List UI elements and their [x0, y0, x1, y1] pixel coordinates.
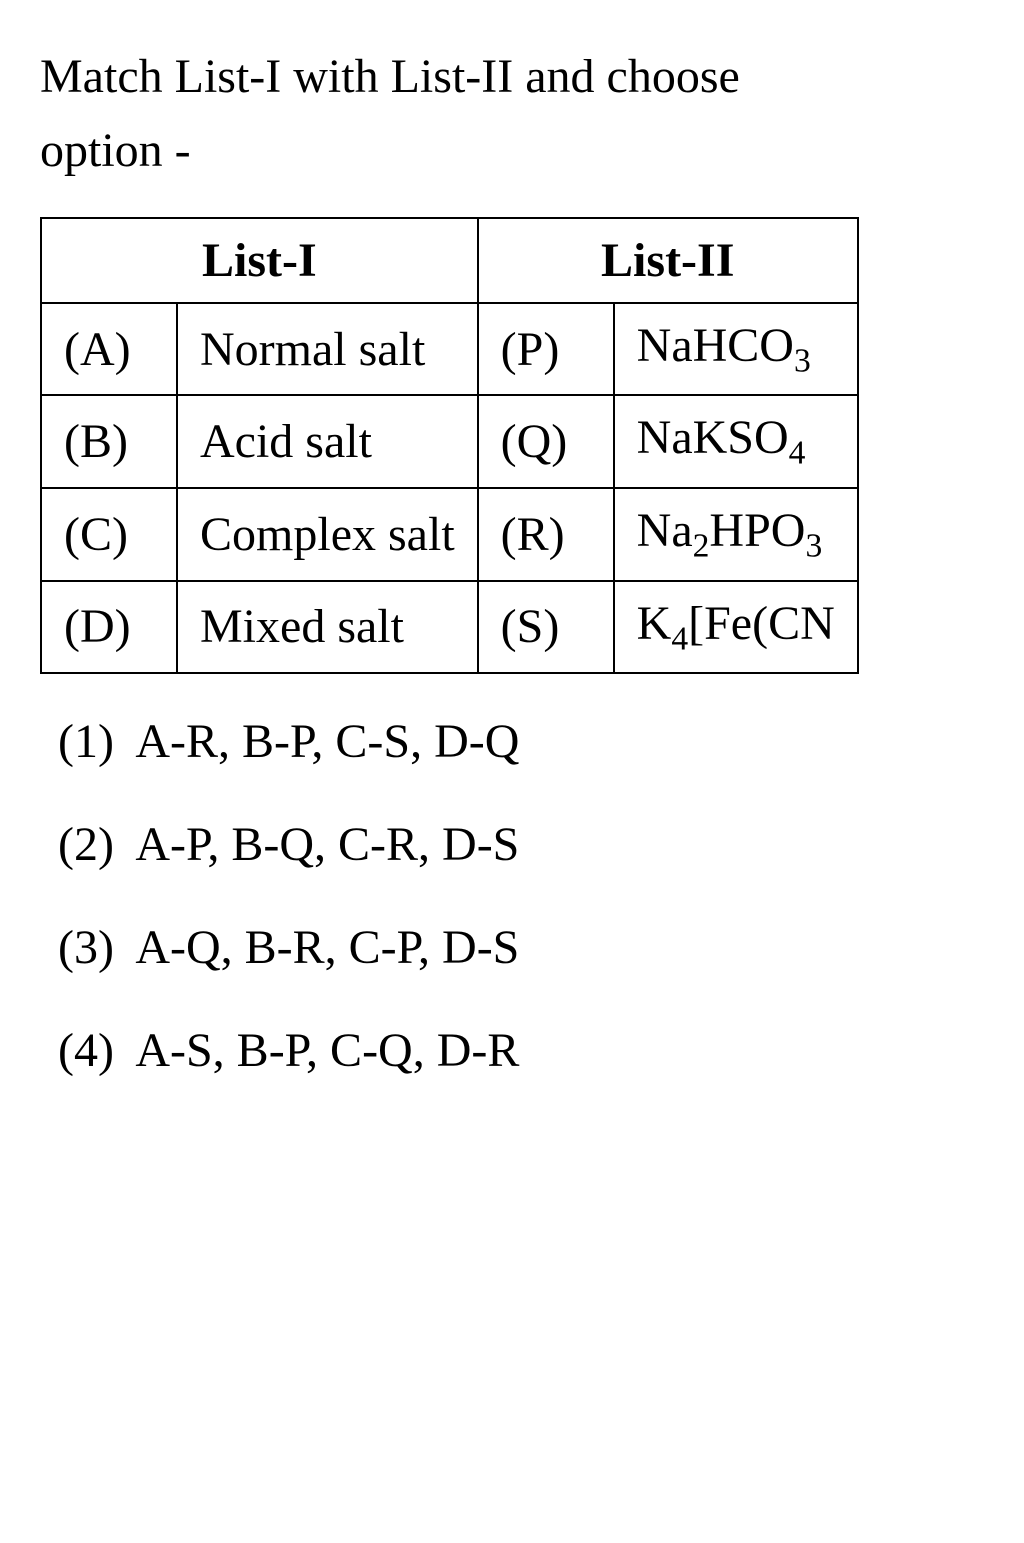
option-number: (3) — [58, 921, 114, 974]
option-text: A-P, B-Q, C-R, D-S — [135, 818, 519, 871]
question-page: Match List-I with List-II and choose opt… — [0, 0, 1024, 1166]
row-key-right: (S) — [478, 581, 614, 674]
row-val-right: NaHCO3 — [614, 303, 858, 396]
row-key-left: (B) — [41, 395, 177, 488]
row-val-right: K4[Fe(CN — [614, 581, 858, 674]
option-text: A-R, B-P, C-S, D-Q — [135, 715, 519, 768]
header-list-2: List-II — [478, 218, 858, 303]
table-row: (C) Complex salt (R) Na2HPO3 — [41, 488, 858, 581]
option-1[interactable]: (1) A-R, B-P, C-S, D-Q — [58, 714, 1024, 769]
question-line-2: option - — [40, 124, 191, 177]
row-key-left: (C) — [41, 488, 177, 581]
option-text: A-Q, B-R, C-P, D-S — [135, 921, 519, 974]
match-table: List-I List-II (A) Normal salt (P) NaHCO… — [40, 217, 859, 674]
row-val-right: Na2HPO3 — [614, 488, 858, 581]
row-key-right: (R) — [478, 488, 614, 581]
row-key-left: (A) — [41, 303, 177, 396]
row-key-right: (P) — [478, 303, 614, 396]
table-header-row: List-I List-II — [41, 218, 858, 303]
row-key-right: (Q) — [478, 395, 614, 488]
table-row: (D) Mixed salt (S) K4[Fe(CN — [41, 581, 858, 674]
question-line-1: Match List-I with List-II and choose — [40, 50, 740, 103]
row-val-left: Complex salt — [177, 488, 478, 581]
answer-options: (1) A-R, B-P, C-S, D-Q (2) A-P, B-Q, C-R… — [40, 714, 1024, 1078]
option-number: (1) — [58, 715, 114, 768]
option-4[interactable]: (4) A-S, B-P, C-Q, D-R — [58, 1023, 1024, 1078]
table-row: (A) Normal salt (P) NaHCO3 — [41, 303, 858, 396]
question-stem: Match List-I with List-II and choose opt… — [40, 40, 1024, 189]
row-val-left: Acid salt — [177, 395, 478, 488]
row-val-right: NaKSO4 — [614, 395, 858, 488]
table-row: (B) Acid salt (Q) NaKSO4 — [41, 395, 858, 488]
header-list-1: List-I — [41, 218, 478, 303]
option-2[interactable]: (2) A-P, B-Q, C-R, D-S — [58, 817, 1024, 872]
option-number: (2) — [58, 818, 114, 871]
option-number: (4) — [58, 1024, 114, 1077]
row-val-left: Normal salt — [177, 303, 478, 396]
option-text: A-S, B-P, C-Q, D-R — [135, 1024, 519, 1077]
option-3[interactable]: (3) A-Q, B-R, C-P, D-S — [58, 920, 1024, 975]
row-val-left: Mixed salt — [177, 581, 478, 674]
row-key-left: (D) — [41, 581, 177, 674]
